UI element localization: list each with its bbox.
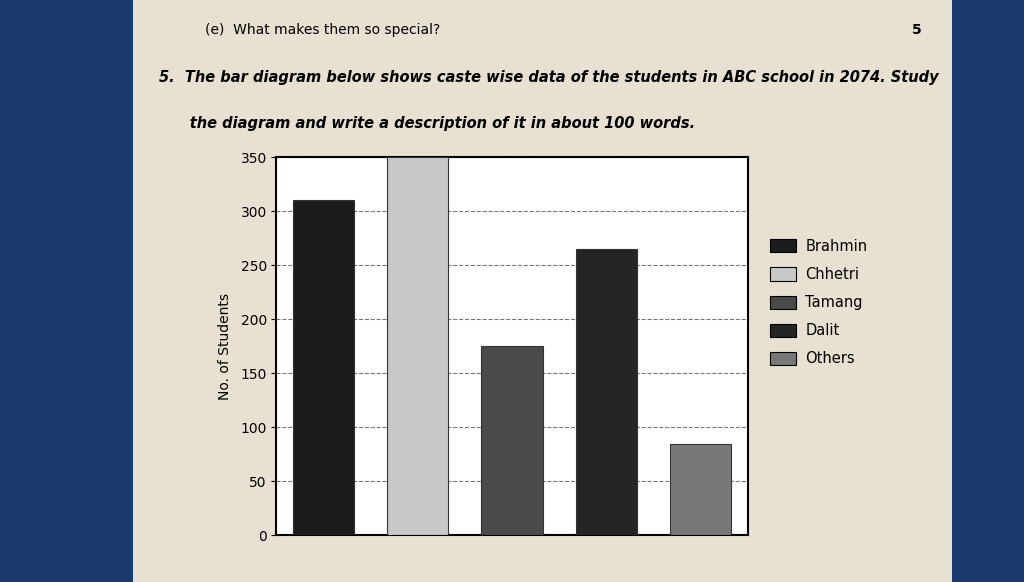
Legend: Brahmin, Chhetri, Tamang, Dalit, Others: Brahmin, Chhetri, Tamang, Dalit, Others bbox=[770, 239, 867, 367]
Text: the diagram and write a description of it in about 100 words.: the diagram and write a description of i… bbox=[159, 116, 695, 132]
Bar bbox=[293, 200, 354, 535]
Bar bbox=[387, 157, 449, 535]
Text: 5.  The bar diagram below shows caste wise data of the students in ABC school in: 5. The bar diagram below shows caste wis… bbox=[159, 70, 938, 85]
Bar bbox=[575, 249, 637, 535]
Bar bbox=[481, 346, 543, 535]
Text: 5: 5 bbox=[911, 23, 922, 37]
Bar bbox=[670, 443, 731, 535]
Y-axis label: No. of Students: No. of Students bbox=[218, 293, 232, 400]
Text: (e)  What makes them so special?: (e) What makes them so special? bbox=[205, 23, 440, 37]
